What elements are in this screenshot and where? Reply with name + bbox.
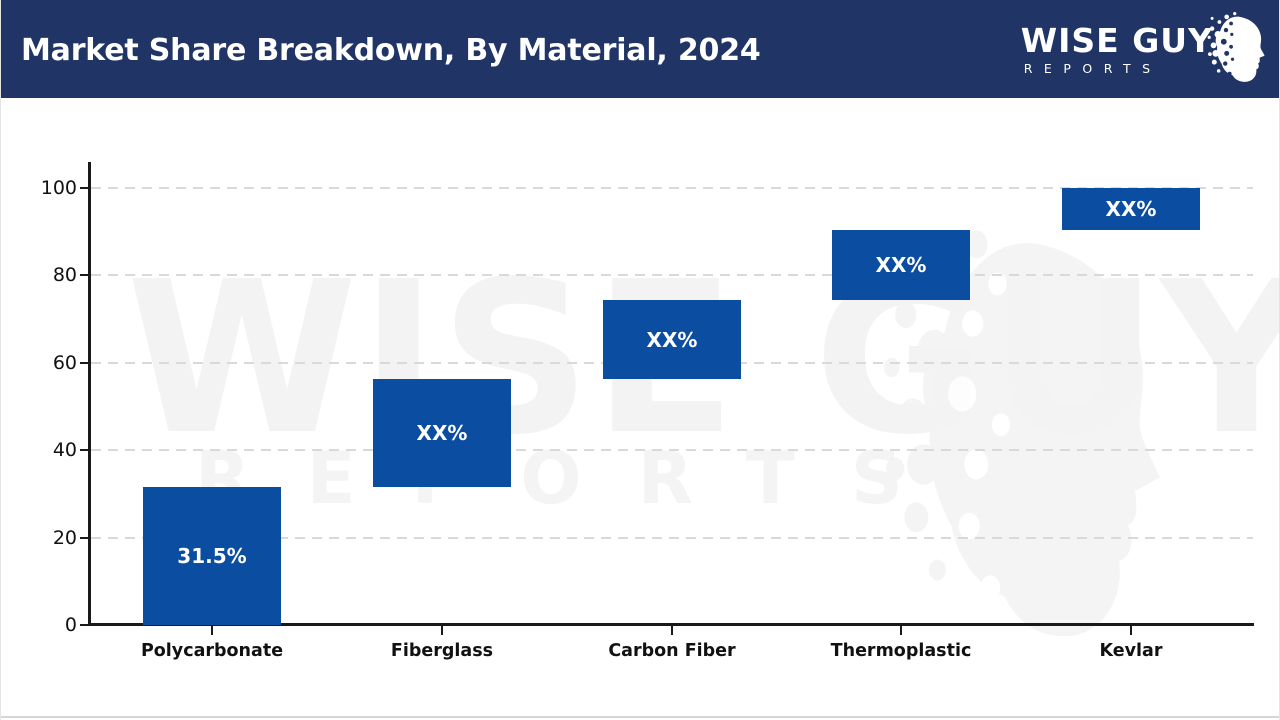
y-tick-label-80: 80 (52, 264, 77, 286)
x-tick-4 (1130, 626, 1132, 635)
y-tick-100 (80, 186, 88, 189)
x-tick-3 (900, 626, 902, 635)
bar-value-label: XX% (875, 252, 927, 277)
gridline-100 (91, 186, 1253, 189)
bottom-divider (1, 716, 1279, 718)
y-tick-label-20: 20 (52, 526, 77, 549)
y-tick-label-0: 0 (64, 614, 77, 636)
head-profile-icon (1207, 12, 1265, 82)
y-tick-label-60: 60 (52, 351, 77, 374)
bar-polycarbonate: 31.5% (143, 487, 281, 625)
y-tick-0 (80, 624, 88, 626)
bar-value-label: XX% (646, 327, 698, 352)
bar-value-label: 31.5% (177, 544, 247, 569)
bar-fiberglass: XX% (373, 379, 511, 488)
x-axis-line (88, 623, 1254, 626)
x-tick-label-3: Thermoplastic (830, 641, 972, 661)
x-tick-label-1: Fiberglass (390, 641, 494, 661)
x-tick-label-2: Carbon Fiber (608, 641, 736, 661)
y-tick-60 (80, 361, 88, 364)
x-tick-1 (441, 626, 443, 635)
y-tick-40 (80, 449, 88, 451)
x-tick-label-4: Kevlar (1099, 641, 1163, 661)
x-tick-label-0: Polycarbonate (140, 641, 284, 661)
bar-kevlar: XX% (1062, 187, 1200, 230)
bar-value-label: XX% (416, 421, 468, 446)
header-bar: Market Share Breakdown, By Material, 202… (1, 0, 1279, 98)
gridline-40 (91, 449, 1253, 451)
bar-value-label: XX% (1105, 196, 1157, 221)
bar-carbon-fiber: XX% (603, 300, 741, 380)
gridline-80 (91, 274, 1253, 276)
logo-wordmark-main: WISE GUY (1020, 21, 1213, 61)
y-axis-line (88, 162, 91, 626)
wiseguy-logo: WISE GUY REPORTS (1021, 8, 1269, 90)
bar-thermoplastic: XX% (832, 229, 970, 301)
logo-wordmark-sub: REPORTS (1023, 60, 1162, 76)
watermark-wordmark-sub: REPORTS (195, 436, 959, 520)
y-tick-label-100: 100 (40, 176, 77, 199)
logo-wordmark: WISE GUY REPORTS (1021, 22, 1213, 76)
y-tick-80 (80, 274, 88, 276)
y-tick-20 (80, 536, 88, 539)
y-tick-label-40: 40 (52, 439, 77, 461)
page-title: Market Share Breakdown, By Material, 202… (21, 33, 761, 68)
x-tick-2 (671, 626, 673, 635)
x-tick-0 (211, 626, 213, 635)
gridline-20 (91, 536, 1253, 539)
